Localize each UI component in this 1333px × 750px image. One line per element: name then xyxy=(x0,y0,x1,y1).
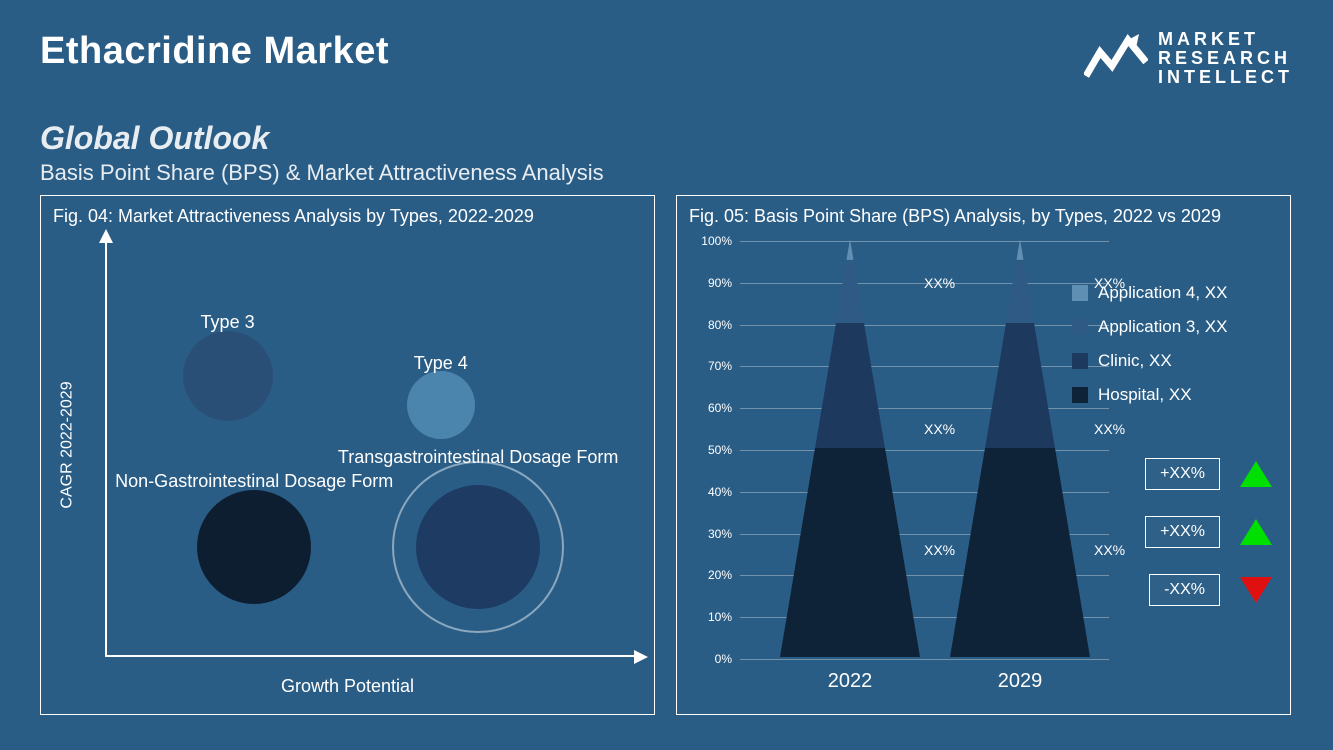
fig05-segment-label: XX% xyxy=(924,421,955,437)
fig05-y-tick-label: 30% xyxy=(708,527,732,541)
fig05-cone-segment xyxy=(950,239,1090,260)
fig05-caption: Fig. 05: Basis Point Share (BPS) Analysi… xyxy=(677,196,1290,233)
fig05-cone-segment xyxy=(780,239,920,260)
fig05-y-tick-label: 70% xyxy=(708,359,732,373)
fig04-scatter-chart: CAGR 2022-2029 Growth Potential Type 3 Ty… xyxy=(41,233,654,711)
fig04-bubble-label: Transgastrointestinal Dosage Form xyxy=(338,447,618,468)
brand-logo: MARKET RESEARCH INTELLECT xyxy=(1084,30,1293,87)
fig04-bubble xyxy=(416,485,540,609)
fig05-legend: Application 4, XX Application 3, XX Clinic… xyxy=(1072,283,1272,405)
fig05-indicator: +XX% xyxy=(1072,458,1272,490)
fig05-segment-label: XX% xyxy=(1094,421,1125,437)
fig04-bubble xyxy=(183,331,273,421)
fig05-indicator-badge: -XX% xyxy=(1149,574,1220,606)
brand-logo-icon xyxy=(1084,32,1148,85)
fig05-y-tick-label: 0% xyxy=(715,652,732,666)
fig05-cone-segment xyxy=(780,448,920,657)
brand-logo-line3: INTELLECT xyxy=(1158,68,1293,87)
fig04-y-axis-arrow-icon xyxy=(99,229,113,243)
fig05-segment-label: XX% xyxy=(924,275,955,291)
fig04-x-label: Growth Potential xyxy=(41,676,654,697)
fig04-y-label-wrap: CAGR 2022-2029 xyxy=(41,233,95,657)
fig05-y-tick-label: 20% xyxy=(708,568,732,582)
fig04-bubble-label: Type 4 xyxy=(414,353,468,374)
fig05-legend-item: Application 4, XX xyxy=(1072,283,1272,303)
fig05-legend-label: Application 4, XX xyxy=(1098,283,1227,303)
fig05-indicator-badge: +XX% xyxy=(1145,516,1220,548)
fig05-category-label: 2029 xyxy=(950,670,1090,693)
fig05-y-tick-label: 50% xyxy=(708,443,732,457)
fig05-indicator: -XX% xyxy=(1072,574,1272,606)
fig05-cone-segment xyxy=(780,260,920,323)
fig05-y-tick-label: 80% xyxy=(708,318,732,332)
fig05-y-tick-label: 90% xyxy=(708,276,732,290)
brand-logo-line1: MARKET xyxy=(1158,30,1293,49)
fig04-panel: Fig. 04: Market Attractiveness Analysis … xyxy=(40,195,655,715)
fig04-y-axis xyxy=(105,243,107,657)
fig04-caption: Fig. 04: Market Attractiveness Analysis … xyxy=(41,196,654,233)
page-title: Ethacridine Market xyxy=(40,30,389,73)
fig05-legend-item: Application 3, XX xyxy=(1072,317,1272,337)
fig05-cone: 2022 xyxy=(780,239,920,657)
fig05-category-label: 2022 xyxy=(780,670,920,693)
fig05-y-tick-label: 40% xyxy=(708,485,732,499)
fig05-indicators: +XX% +XX% -XX% xyxy=(1072,458,1272,606)
fig05-cone-segment xyxy=(950,260,1090,323)
fig05-legend-label: Application 3, XX xyxy=(1098,317,1227,337)
fig05-panel: Fig. 05: Basis Point Share (BPS) Analysi… xyxy=(676,195,1291,715)
fig04-bubble-label: Type 3 xyxy=(201,312,255,333)
fig05-plot-area: 0%10%20%30%40%50%60%70%80%90%100%2022202… xyxy=(739,241,1109,657)
fig04-bubble-label: Non-Gastrointestinal Dosage Form xyxy=(115,471,393,492)
fig05-legend-item: Hospital, XX xyxy=(1072,385,1272,405)
fig05-cone: 2029 xyxy=(950,239,1090,657)
fig05-y-tick-label: 60% xyxy=(708,401,732,415)
fig04-x-axis-arrow-icon xyxy=(634,650,648,664)
fig05-indicator: +XX% xyxy=(1072,516,1272,548)
fig05-cone-chart: 0%10%20%30%40%50%60%70%80%90%100%2022202… xyxy=(677,233,1290,711)
fig05-legend-label: Hospital, XX xyxy=(1098,385,1192,405)
fig05-segment-label: XX% xyxy=(924,542,955,558)
fig04-bubble xyxy=(407,371,475,439)
fig05-gridline xyxy=(740,659,1109,660)
fig05-y-tick-label: 100% xyxy=(701,234,732,248)
section-subtitle: Global Outlook xyxy=(40,120,269,157)
brand-logo-text: MARKET RESEARCH INTELLECT xyxy=(1158,30,1293,87)
brand-logo-line2: RESEARCH xyxy=(1158,49,1293,68)
fig05-legend-swatch-icon xyxy=(1072,387,1088,403)
fig05-indicator-down-icon xyxy=(1240,577,1272,603)
fig05-indicator-badge: +XX% xyxy=(1145,458,1220,490)
fig05-legend-swatch-icon xyxy=(1072,353,1088,369)
fig05-indicator-up-icon xyxy=(1240,519,1272,545)
section-description: Basis Point Share (BPS) & Market Attract… xyxy=(40,160,604,186)
fig05-indicator-up-icon xyxy=(1240,461,1272,487)
fig04-y-label: CAGR 2022-2029 xyxy=(59,381,77,508)
fig05-legend-item: Clinic, XX xyxy=(1072,351,1272,371)
fig05-cone-segment xyxy=(780,323,920,448)
fig05-legend-swatch-icon xyxy=(1072,285,1088,301)
fig05-legend-label: Clinic, XX xyxy=(1098,351,1172,371)
fig05-cone-segment xyxy=(950,448,1090,657)
fig04-x-axis xyxy=(105,655,636,657)
fig05-y-tick-label: 10% xyxy=(708,610,732,624)
fig05-legend-swatch-icon xyxy=(1072,319,1088,335)
fig05-cone-segment xyxy=(950,323,1090,448)
fig04-bubble xyxy=(197,490,311,604)
